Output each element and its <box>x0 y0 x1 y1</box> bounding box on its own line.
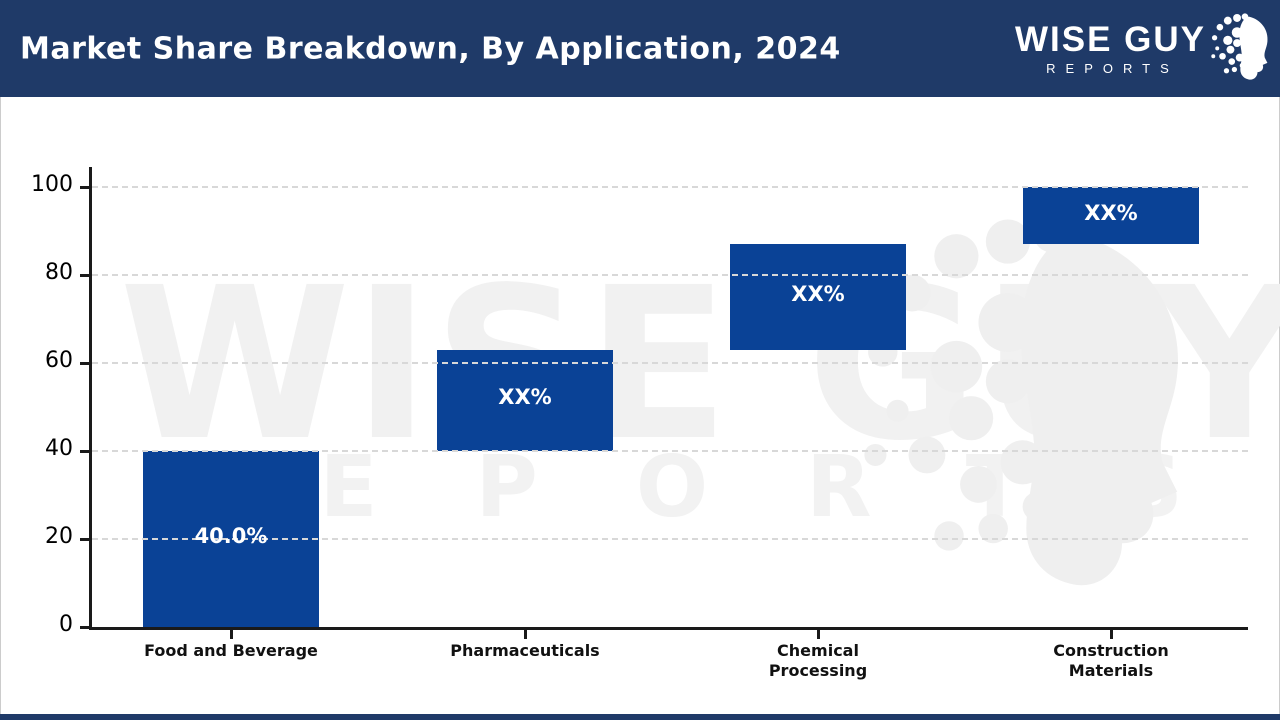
y-tick-label: 20 <box>45 524 73 549</box>
plot-area: WISE GUY REPORTS 0 20 40 60 80 100 40.0% XX% XX%… <box>0 97 1280 714</box>
bar-chemical-processing <box>730 244 906 350</box>
y-tick-mark <box>80 274 89 277</box>
gridline-y-20 <box>92 538 1248 540</box>
gridline-y-60 <box>92 362 1248 364</box>
header-bar: Market Share Breakdown, By Application, … <box>0 0 1280 97</box>
x-tick-mark <box>817 630 820 639</box>
y-tick-mark <box>80 626 89 629</box>
logo-brand-name: WISE GUY <box>1014 19 1206 59</box>
bar-value-label: XX% <box>1084 200 1138 225</box>
y-tick-label: 0 <box>59 612 73 637</box>
gridline-y-100 <box>92 186 1248 188</box>
y-tick-mark <box>80 538 89 541</box>
bar-value-label: XX% <box>498 385 552 410</box>
wise-guy-logo-text: WISE GUY REPORTS <box>1015 22 1206 76</box>
y-axis-line <box>89 167 92 630</box>
x-tick-mark <box>524 630 527 639</box>
bar-construction-materials <box>1023 187 1199 245</box>
bar-pharmaceuticals <box>437 349 613 451</box>
x-tick-mark <box>230 630 233 639</box>
x-tick-mark <box>1110 630 1113 639</box>
x-category-label: Food and Beverage <box>144 641 318 660</box>
y-tick-label: 40 <box>45 436 73 461</box>
y-tick-label: 100 <box>31 172 73 197</box>
bar-value-label: XX% <box>791 282 845 306</box>
y-tick-label: 80 <box>45 260 73 285</box>
y-tick-mark <box>80 186 89 189</box>
chart-title: Market Share Breakdown, By Application, … <box>20 31 841 66</box>
footer-bar <box>0 714 1280 720</box>
wise-guy-face-icon <box>1211 12 1268 80</box>
gridline-y-80 <box>92 274 1248 276</box>
wise-guy-logo: WISE GUY REPORTS <box>1015 0 1274 97</box>
y-tick-mark <box>80 362 89 365</box>
x-category-label: Chemical Processing <box>768 641 868 680</box>
x-category-label: Pharmaceuticals <box>450 641 600 660</box>
gridline-y-40 <box>92 450 1248 452</box>
y-tick-label: 60 <box>45 348 73 373</box>
y-tick-mark <box>80 450 89 453</box>
bar-value-label: 40.0% <box>194 524 268 548</box>
x-category-label: Construction Materials <box>1053 641 1169 680</box>
x-axis-line <box>89 627 1248 630</box>
logo-brand-sub: REPORTS <box>1046 60 1179 76</box>
